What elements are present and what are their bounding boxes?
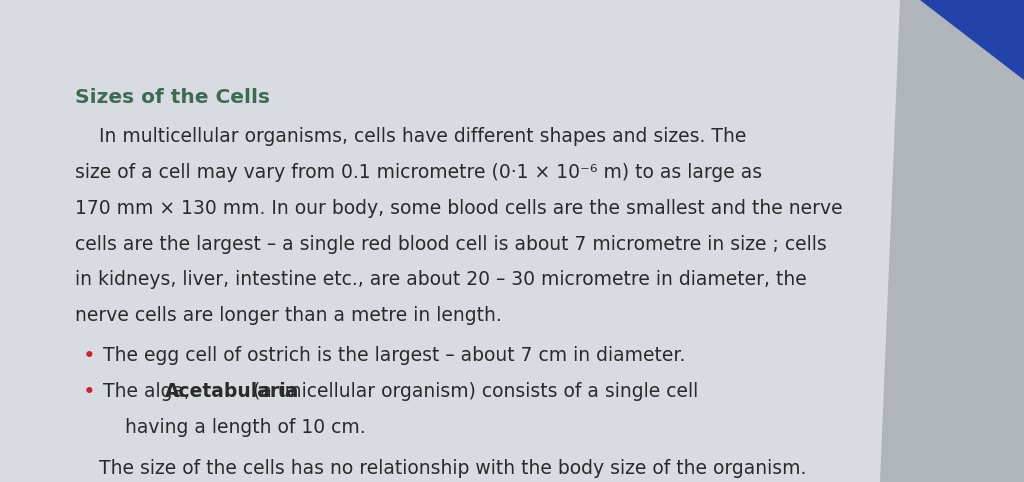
Text: The alga,: The alga, xyxy=(103,382,196,401)
Text: (a unicellular organism) consists of a single cell: (a unicellular organism) consists of a s… xyxy=(247,382,698,401)
Text: in kidneys, liver, intestine etc., are about 20 – 30 micrometre in diameter, the: in kidneys, liver, intestine etc., are a… xyxy=(75,270,807,289)
Text: having a length of 10 cm.: having a length of 10 cm. xyxy=(125,418,366,437)
Text: nerve cells are longer than a metre in length.: nerve cells are longer than a metre in l… xyxy=(75,306,502,325)
Text: •: • xyxy=(83,382,96,402)
Text: In multicellular organisms, cells have different shapes and sizes. The: In multicellular organisms, cells have d… xyxy=(75,127,746,146)
Text: The size of the cells has no relationship with the body size of the organism.: The size of the cells has no relationshi… xyxy=(75,459,806,478)
Text: Sizes of the Cells: Sizes of the Cells xyxy=(75,88,270,107)
Text: size of a cell may vary from 0.1 micrometre (0·1 × 10⁻⁶ m) to as large as: size of a cell may vary from 0.1 microme… xyxy=(75,163,762,182)
Text: cells are the largest – a single red blood cell is about 7 micrometre in size ; : cells are the largest – a single red blo… xyxy=(75,235,826,254)
Text: Acetabularia: Acetabularia xyxy=(165,382,299,401)
Text: •: • xyxy=(83,346,96,366)
Text: 170 mm × 130 mm. In our body, some blood cells are the smallest and the nerve: 170 mm × 130 mm. In our body, some blood… xyxy=(75,199,843,218)
Text: The egg cell of ostrich is the largest – about 7 cm in diameter.: The egg cell of ostrich is the largest –… xyxy=(103,346,685,365)
